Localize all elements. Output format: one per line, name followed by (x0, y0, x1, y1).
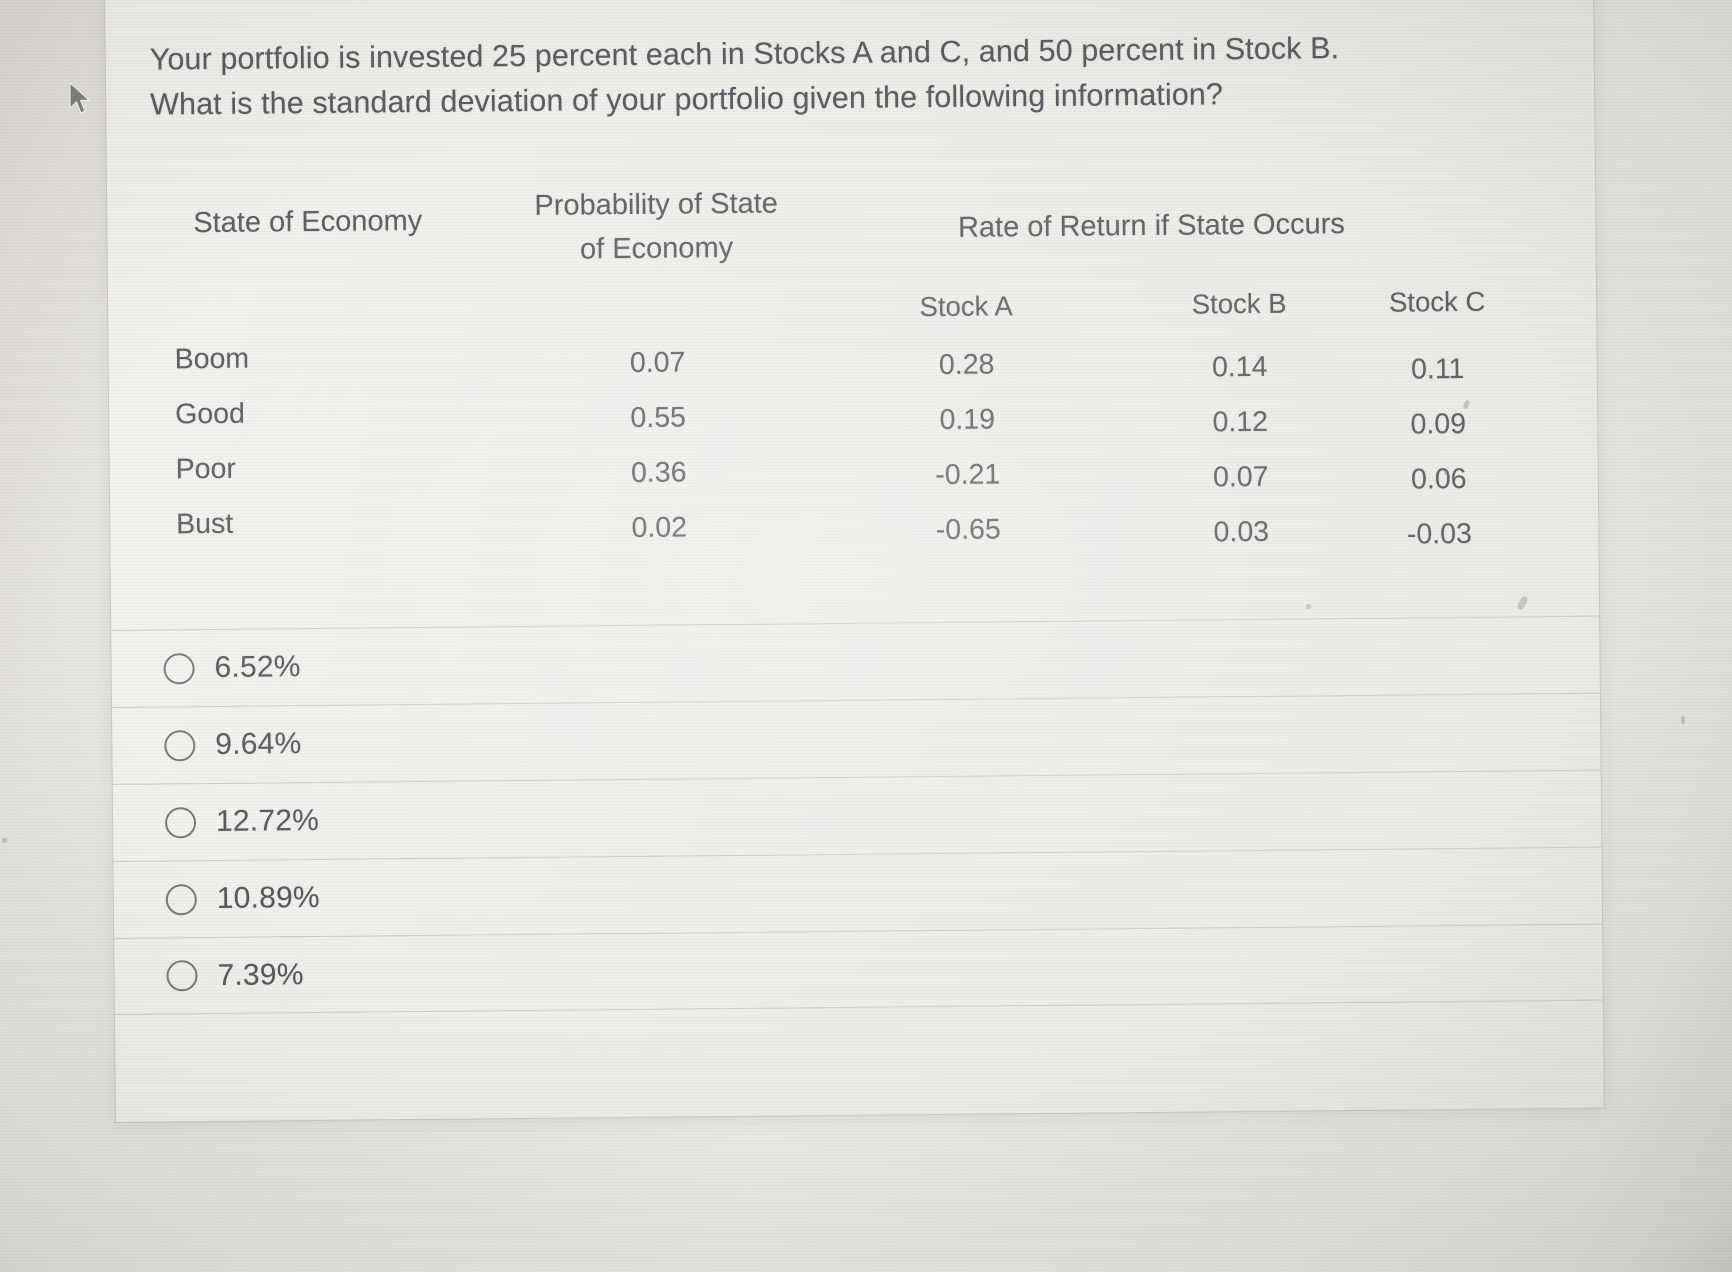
radio-button-icon[interactable] (164, 729, 196, 761)
radio-button-icon[interactable] (166, 960, 198, 992)
cell-stock-b: 0.14 (1211, 350, 1268, 384)
cell-stock-b: 0.03 (1213, 515, 1270, 549)
radio-button-icon[interactable] (164, 806, 197, 838)
answer-choice-5[interactable]: 7.39% (114, 923, 1603, 1015)
cell-probability: 0.02 (631, 511, 688, 544)
cell-stock-c: -0.03 (1406, 517, 1472, 551)
column-header-state-of-economy: State of Economy (193, 204, 423, 239)
column-header-stock-a: Stock A (919, 289, 1013, 322)
column-header-stock-b: Stock B (1191, 287, 1287, 320)
answer-choice-1[interactable]: 6.52% (111, 615, 1600, 707)
column-header-probability-line-1: Probability of State (534, 187, 779, 222)
information-table: State of Economy Probability of State of… (151, 180, 1539, 583)
answer-choice-label: 9.64% (215, 727, 302, 761)
answer-choice-list: 6.52% 9.64% 12.72% 10.89% 7.39% (111, 615, 1603, 1015)
cell-state: Poor (175, 452, 237, 485)
column-header-stock-c: Stock C (1388, 285, 1486, 318)
cell-state: Bust (176, 507, 234, 540)
question-prompt: Your portfolio is invested 25 percent ea… (150, 25, 1481, 127)
answer-choice-2[interactable]: 9.64% (111, 692, 1601, 784)
answer-choice-label: 12.72% (215, 803, 320, 838)
question-page: Your portfolio is invested 25 percent ea… (104, 0, 1605, 1123)
answer-choice-3[interactable]: 12.72% (112, 769, 1602, 861)
radio-button-icon[interactable] (163, 652, 195, 684)
cell-stock-a: -0.21 (935, 458, 1001, 491)
column-header-probability-line-2: of Economy (579, 231, 734, 266)
cell-stock-c: 0.09 (1410, 407, 1467, 441)
cell-state: Good (174, 397, 246, 430)
cell-probability: 0.07 (629, 346, 686, 379)
cell-probability: 0.55 (630, 401, 687, 434)
cell-stock-c: 0.11 (1410, 352, 1465, 386)
answer-choice-label: 6.52% (214, 650, 301, 684)
cell-stock-b: 0.07 (1212, 460, 1269, 494)
cell-stock-b: 0.12 (1212, 405, 1269, 439)
cell-stock-a: 0.19 (939, 403, 996, 436)
column-header-rate-of-return: Rate of Return if State Occurs (957, 207, 1345, 244)
cell-probability: 0.36 (630, 456, 687, 489)
answer-choice-4[interactable]: 10.89% (113, 846, 1603, 938)
cell-stock-c: 0.06 (1410, 462, 1467, 496)
column-header-probability-of-state: Probability of State of Economy (491, 181, 822, 272)
cell-stock-a: -0.65 (935, 513, 1001, 546)
cell-stock-a: 0.28 (938, 348, 995, 381)
answer-choice-label: 7.39% (217, 957, 304, 992)
cell-state: Boom (174, 342, 250, 375)
radio-button-icon[interactable] (165, 883, 197, 915)
answer-choice-label: 10.89% (216, 880, 320, 915)
